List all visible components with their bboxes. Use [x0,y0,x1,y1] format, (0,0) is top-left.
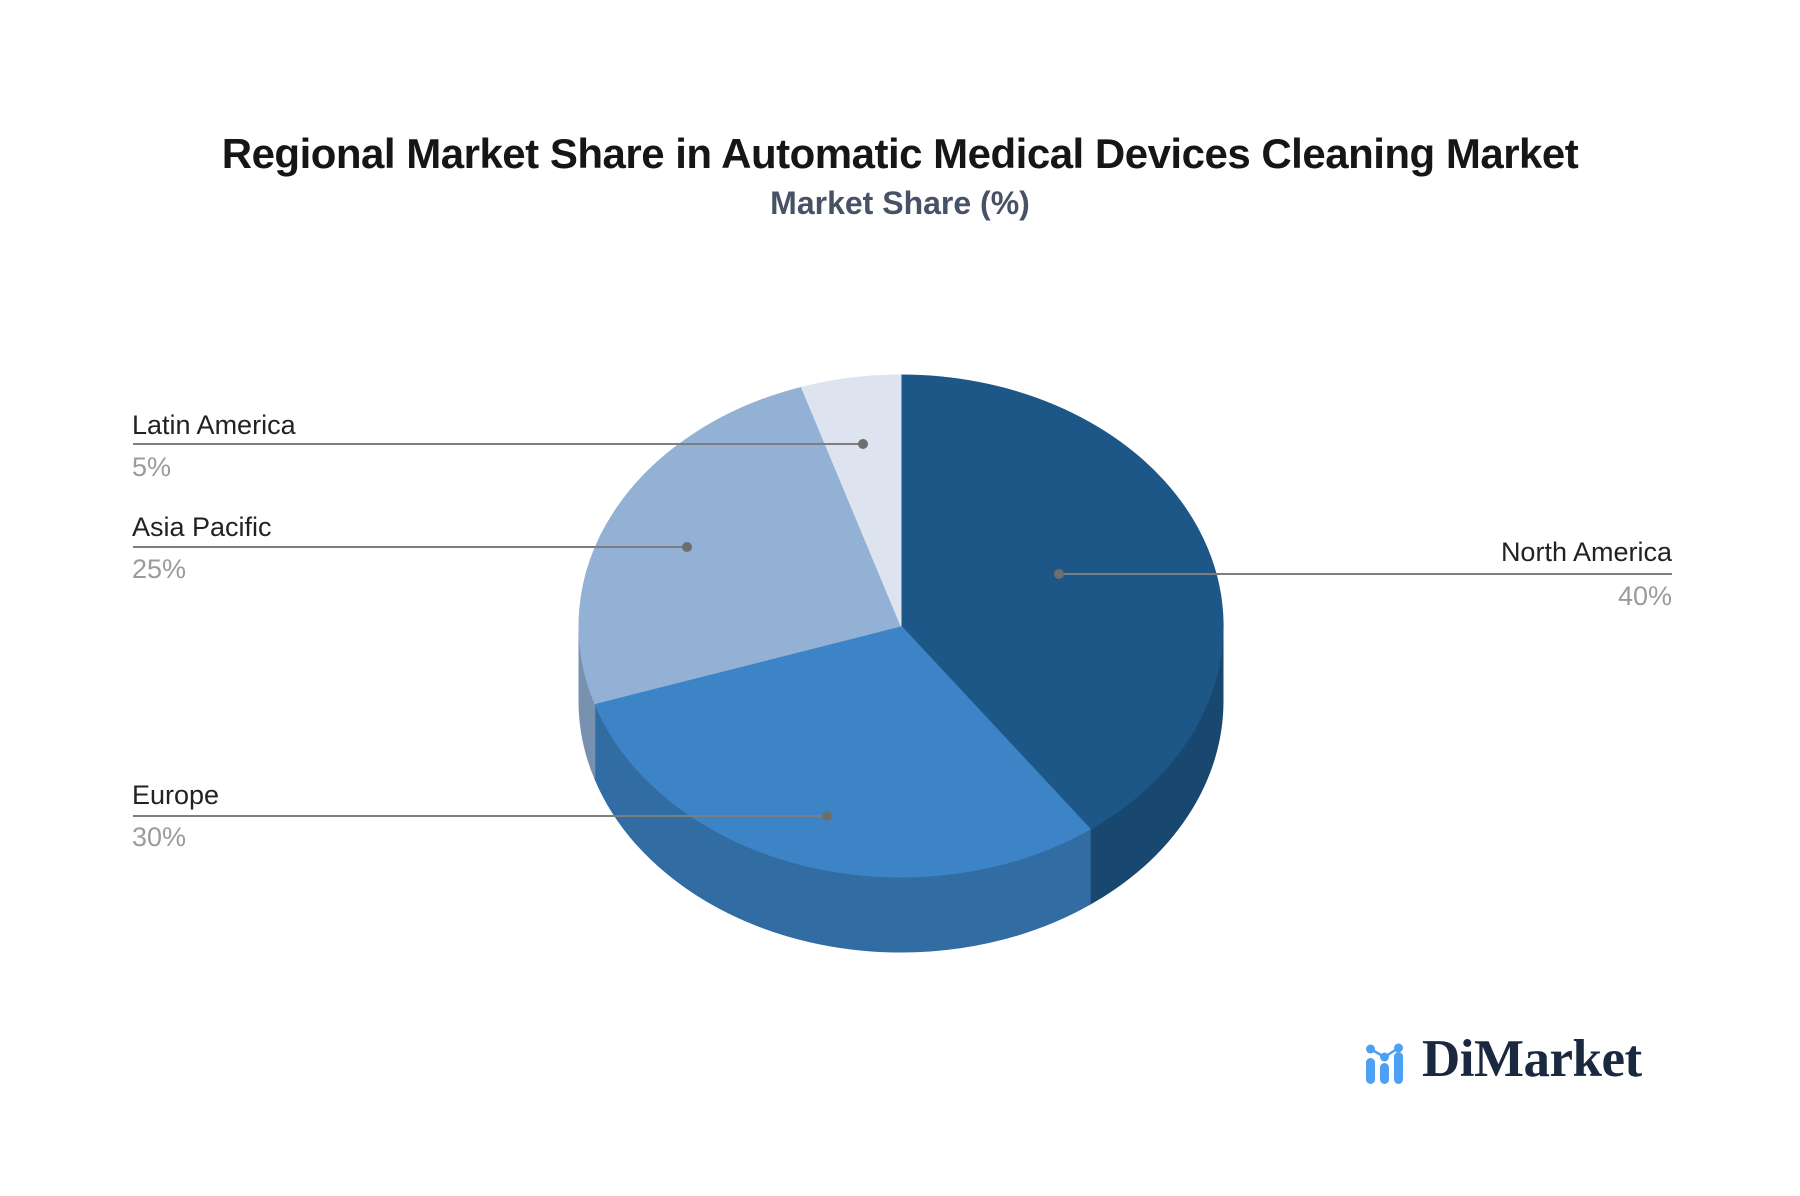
pie-slice-asia-pacific [578,386,902,705]
chart-subtitle: Market Share (%) [770,185,1030,221]
leader-dot-asia-pacific [682,542,692,552]
leader-dot-north-america [1054,569,1064,579]
callout-value-europe: 30% [132,822,187,852]
callout-value-latin-america: 5% [132,452,172,482]
dimarket-logo-text: DiMarket [1422,1030,1642,1088]
callout-value-north-america: 40% [1617,581,1672,611]
pie-slice-europe [594,625,1092,878]
callout-label-latin-america: Latin America [132,410,296,440]
callout-label-asia-pacific: Asia Pacific [132,512,272,542]
callout-label-europe: Europe [132,780,220,810]
bar-chart-logo-icon [1366,1043,1403,1084]
callout-label-north-america: North America [1500,537,1672,567]
callout-value-asia-pacific: 25% [132,554,187,584]
pie-slice-north-america [900,374,1224,830]
leader-dot-europe [822,811,832,821]
dimarket-logo: DiMarket [1363,1030,1642,1088]
chart-title: Regional Market Share in Automatic Medic… [221,130,1579,177]
pie-slice-latin-america [800,374,902,627]
leader-dot-latin-america [858,439,868,449]
